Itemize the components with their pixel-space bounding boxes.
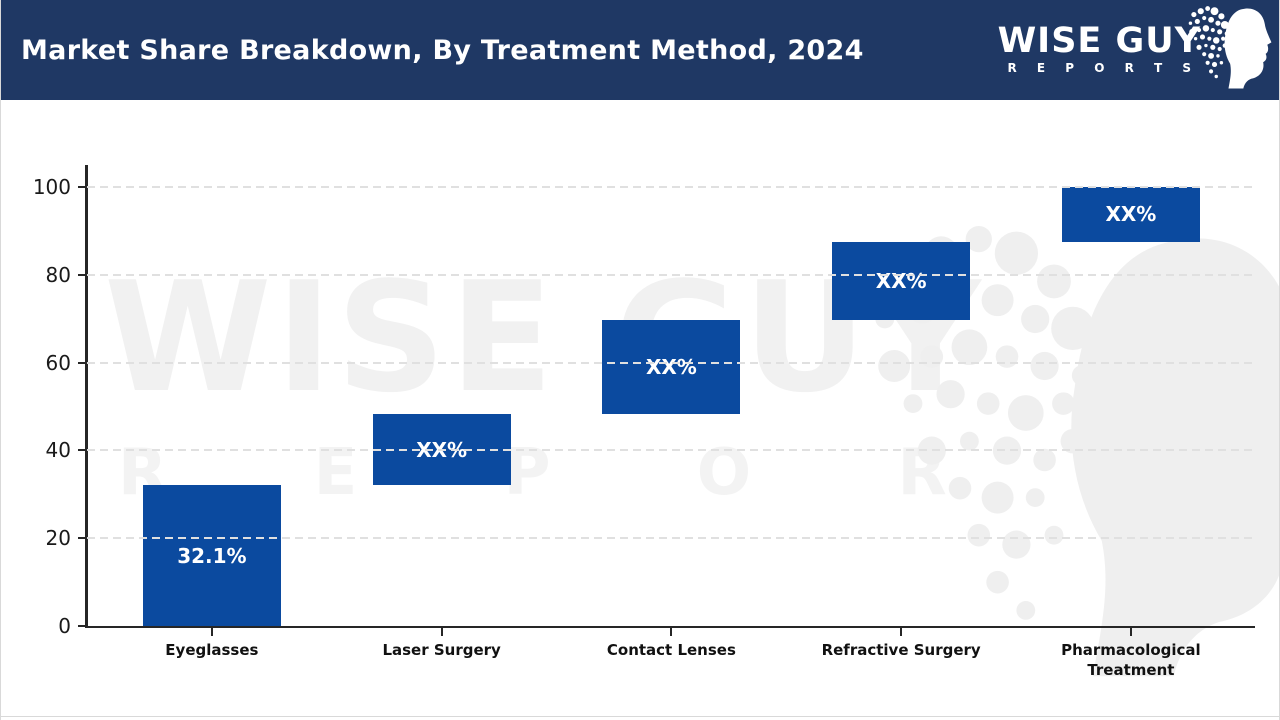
logo-text: WISE GUY R E P O R T S (997, 20, 1201, 76)
y-gridline (87, 537, 1255, 540)
y-tick-label: 0 (58, 614, 71, 638)
bar-value-label: XX% (645, 354, 697, 379)
logo-face-icon (1188, 6, 1272, 89)
wiseguy-logo: WISE GUY R E P O R T S (998, 4, 1273, 94)
waterfall-bar: XX% (832, 241, 971, 320)
y-gridline (87, 361, 1255, 364)
y-gridline (87, 449, 1255, 452)
x-tick-mark (210, 627, 213, 636)
y-tick-label: 80 (45, 262, 71, 287)
x-tick-mark (1129, 627, 1132, 636)
x-tick-mark (670, 627, 673, 636)
y-tick-label: 20 (45, 526, 71, 551)
x-category-label: Contact Lenses (606, 641, 736, 659)
bar-value-label: XX% (875, 268, 927, 293)
y-gridline (87, 273, 1255, 276)
x-axis-line (85, 625, 1255, 628)
y-tick-mark (78, 449, 87, 452)
y-tick-label: 100 (32, 175, 71, 199)
y-axis-line (85, 165, 88, 628)
x-tick-mark (900, 627, 903, 636)
waterfall-bar: 32.1% (142, 485, 281, 626)
x-category-label: Laser Surgery (382, 641, 501, 659)
y-tick-label: 40 (45, 438, 71, 463)
bar-value-label: XX% (1105, 202, 1157, 227)
waterfall-bar: XX% (1061, 187, 1200, 242)
y-tick-mark (78, 625, 87, 627)
bar-value-label: 32.1% (177, 543, 247, 568)
y-tick-mark (78, 361, 87, 364)
waterfall-bar: XX% (602, 319, 741, 414)
y-tick-mark (78, 537, 87, 540)
x-category-label: Eyeglasses (165, 641, 259, 659)
x-category-label: Refractive Surgery (821, 641, 981, 659)
x-category-label: Pharmacological Treatment (1061, 641, 1201, 680)
y-tick-mark (78, 186, 87, 188)
header: Market Share Breakdown, By Treatment Met… (1, 0, 1279, 100)
x-tick-mark (440, 627, 443, 636)
y-tick-label: 60 (45, 350, 71, 375)
y-tick-mark (78, 273, 87, 276)
y-gridline (87, 186, 1255, 188)
logo-wordmark: WISE GUY (997, 20, 1201, 61)
logo-subtitle: R E P O R T S (1007, 61, 1200, 76)
page-title: Market Share Breakdown, By Treatment Met… (21, 34, 864, 66)
